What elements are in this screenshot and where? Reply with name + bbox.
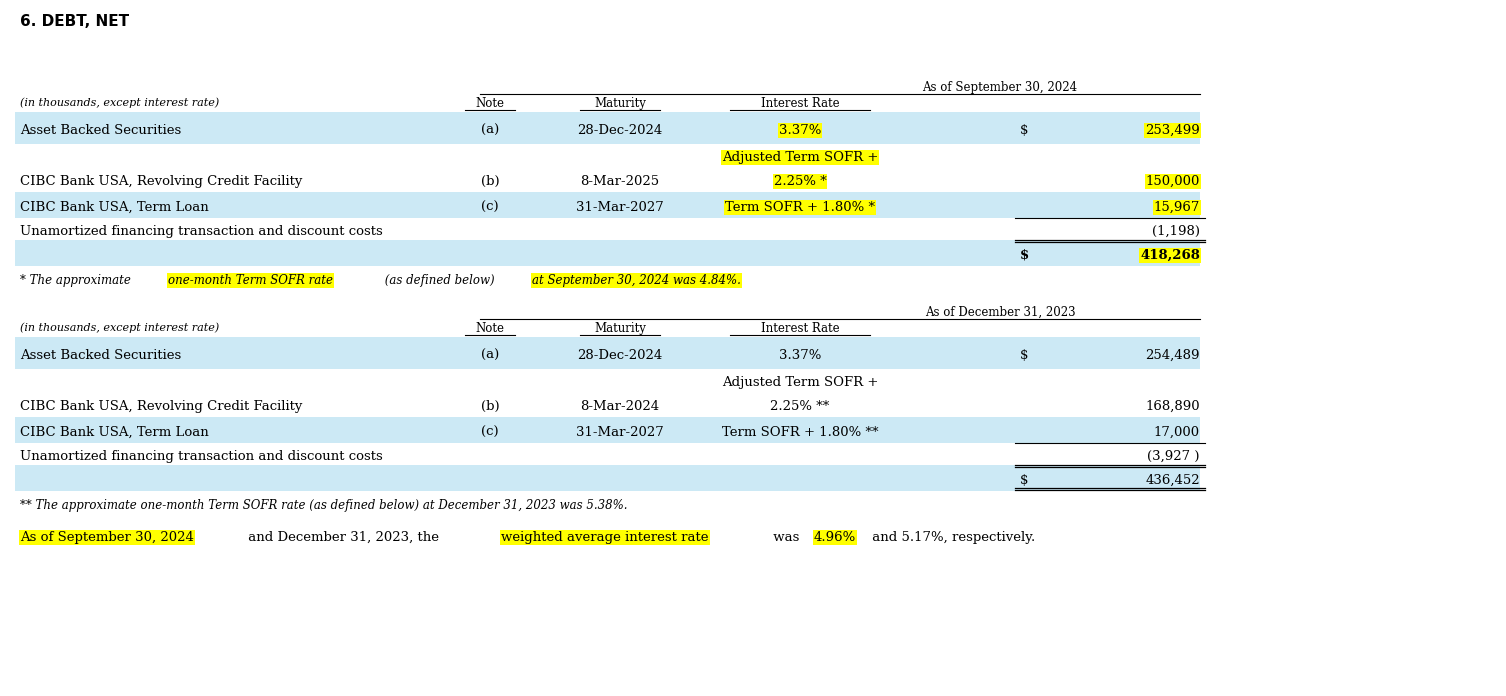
Text: Asset Backed Securities: Asset Backed Securities <box>20 349 181 362</box>
Text: As of September 30, 2024: As of September 30, 2024 <box>923 81 1078 94</box>
Text: Adjusted Term SOFR +: Adjusted Term SOFR + <box>721 151 878 164</box>
Text: (a): (a) <box>480 124 498 137</box>
Text: Asset Backed Securities: Asset Backed Securities <box>20 124 181 137</box>
Text: weighted average interest rate: weighted average interest rate <box>501 531 709 544</box>
Text: (3,927 ): (3,927 ) <box>1148 450 1200 463</box>
Text: was: was <box>770 531 804 544</box>
Text: 150,000: 150,000 <box>1146 175 1200 188</box>
Text: (c): (c) <box>482 201 498 214</box>
Text: 28-Dec-2024: 28-Dec-2024 <box>577 124 663 137</box>
Text: 31-Mar-2027: 31-Mar-2027 <box>577 426 664 439</box>
Text: 8-Mar-2024: 8-Mar-2024 <box>580 400 660 413</box>
Text: 28-Dec-2024: 28-Dec-2024 <box>577 349 663 362</box>
Text: 253,499: 253,499 <box>1145 124 1200 137</box>
Text: CIBC Bank USA, Term Loan: CIBC Bank USA, Term Loan <box>20 201 209 214</box>
Text: 2.25% **: 2.25% ** <box>771 400 830 413</box>
Text: 8-Mar-2025: 8-Mar-2025 <box>580 175 660 188</box>
Text: 15,967: 15,967 <box>1154 201 1200 214</box>
Text: Interest Rate: Interest Rate <box>761 322 839 335</box>
Text: 254,489: 254,489 <box>1146 349 1200 362</box>
Text: Term SOFR + 1.80% **: Term SOFR + 1.80% ** <box>721 426 878 439</box>
Bar <box>15 240 1200 266</box>
Text: CIBC Bank USA, Term Loan: CIBC Bank USA, Term Loan <box>20 426 209 439</box>
Text: * The approximate: * The approximate <box>20 274 134 287</box>
Text: Interest Rate: Interest Rate <box>761 97 839 110</box>
Text: Maturity: Maturity <box>593 97 646 110</box>
Text: 168,890: 168,890 <box>1146 400 1200 413</box>
Text: (as defined below): (as defined below) <box>381 274 498 287</box>
Text: and 5.17%, respectively.: and 5.17%, respectively. <box>869 531 1036 544</box>
Text: (b): (b) <box>480 175 500 188</box>
Text: (in thousands, except interest rate): (in thousands, except interest rate) <box>20 322 220 333</box>
Bar <box>15 337 1200 369</box>
Text: CIBC Bank USA, Revolving Credit Facility: CIBC Bank USA, Revolving Credit Facility <box>20 400 303 413</box>
Text: (a): (a) <box>480 349 498 362</box>
Text: Unamortized financing transaction and discount costs: Unamortized financing transaction and di… <box>20 225 383 238</box>
Text: $: $ <box>1020 124 1029 137</box>
Text: 4.96%: 4.96% <box>813 531 855 544</box>
Text: As of December 31, 2023: As of December 31, 2023 <box>925 306 1075 319</box>
Text: 2.25% *: 2.25% * <box>774 175 827 188</box>
Text: and December 31, 2023, the: and December 31, 2023, the <box>244 531 444 544</box>
Text: 436,452: 436,452 <box>1146 474 1200 487</box>
Text: CIBC Bank USA, Revolving Credit Facility: CIBC Bank USA, Revolving Credit Facility <box>20 175 303 188</box>
Text: Note: Note <box>476 322 505 335</box>
Text: 418,268: 418,268 <box>1140 249 1200 262</box>
Text: (in thousands, except interest rate): (in thousands, except interest rate) <box>20 97 220 108</box>
Text: $: $ <box>1020 249 1029 262</box>
Text: Note: Note <box>476 97 505 110</box>
Text: 31-Mar-2027: 31-Mar-2027 <box>577 201 664 214</box>
Text: (b): (b) <box>480 400 500 413</box>
Text: one-month Term SOFR rate: one-month Term SOFR rate <box>167 274 333 287</box>
Text: (c): (c) <box>482 426 498 439</box>
Bar <box>15 417 1200 443</box>
Text: 17,000: 17,000 <box>1154 426 1200 439</box>
Text: $: $ <box>1020 349 1029 362</box>
Text: Unamortized financing transaction and discount costs: Unamortized financing transaction and di… <box>20 450 383 463</box>
Text: ** The approximate one-month Term SOFR rate (as defined below) at December 31, 2: ** The approximate one-month Term SOFR r… <box>20 499 628 512</box>
Bar <box>15 465 1200 491</box>
Text: As of September 30, 2024: As of September 30, 2024 <box>20 531 194 544</box>
Text: at September 30, 2024 was 4.84%.: at September 30, 2024 was 4.84%. <box>532 274 741 287</box>
Text: 3.37%: 3.37% <box>779 349 821 362</box>
Text: Maturity: Maturity <box>593 322 646 335</box>
Text: 6. DEBT, NET: 6. DEBT, NET <box>20 14 130 29</box>
Text: Adjusted Term SOFR +: Adjusted Term SOFR + <box>721 376 878 389</box>
Text: (1,198): (1,198) <box>1152 225 1200 238</box>
Text: $: $ <box>1020 474 1029 487</box>
Text: Term SOFR + 1.80% *: Term SOFR + 1.80% * <box>724 201 875 214</box>
Bar <box>15 112 1200 144</box>
Bar <box>15 192 1200 218</box>
Text: 3.37%: 3.37% <box>779 124 821 137</box>
